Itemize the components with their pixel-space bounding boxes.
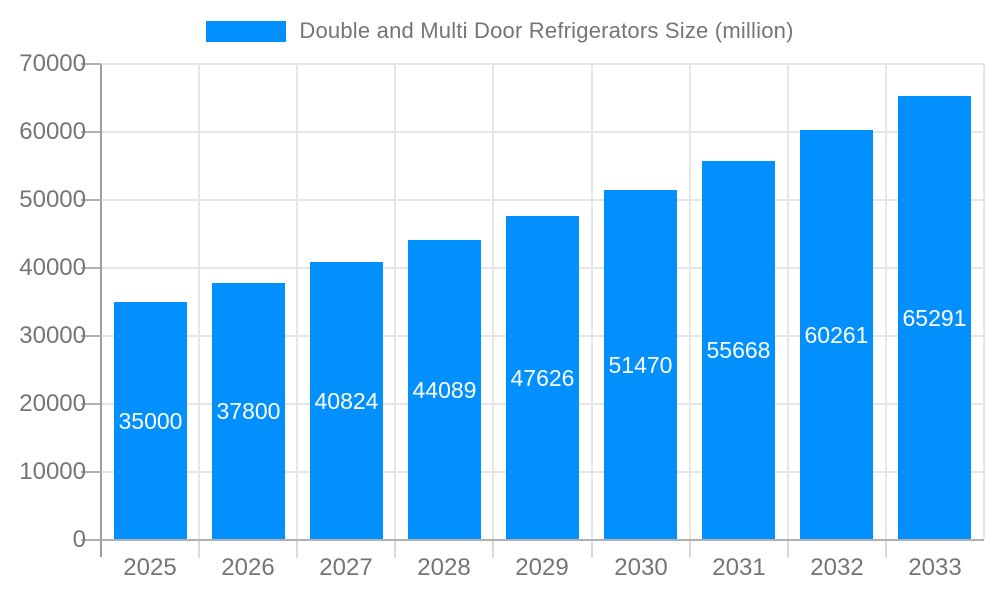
y-axis-tick-label: 60000 — [19, 118, 86, 145]
gridline-vertical — [787, 64, 789, 540]
bar-2025[interactable]: 35000 — [114, 302, 187, 540]
gridline-vertical — [198, 64, 200, 540]
gridline-horizontal — [101, 63, 984, 65]
gridline-vertical — [983, 64, 985, 540]
gridline-vertical — [689, 64, 691, 540]
bar-value-label: 37800 — [216, 398, 281, 424]
bar-value-label: 55668 — [706, 337, 771, 363]
x-axis-tick — [492, 541, 494, 558]
y-axis-tick — [81, 539, 101, 541]
bar-2029[interactable]: 47626 — [506, 216, 579, 540]
y-axis-tick — [81, 199, 101, 201]
gridline-vertical — [296, 64, 298, 540]
gridline-horizontal — [101, 131, 984, 133]
x-axis-tick-label: 2028 — [417, 554, 471, 581]
bar-value-label: 35000 — [118, 407, 183, 434]
y-axis-tick-label: 70000 — [19, 50, 86, 77]
bar-2028[interactable]: 44089 — [408, 240, 481, 540]
bar-2033[interactable]: 65291 — [898, 96, 971, 540]
x-axis-tick-label: 2030 — [614, 554, 668, 581]
y-axis-tick-label: 10000 — [19, 458, 86, 485]
y-axis-tick-label: 40000 — [19, 254, 86, 281]
x-axis-tick-label: 2025 — [123, 554, 177, 581]
x-axis-tick-label: 2031 — [712, 554, 766, 581]
y-axis-tick — [81, 131, 101, 133]
x-axis-tick-label: 2026 — [221, 554, 275, 581]
x-axis-tick — [591, 541, 593, 558]
x-axis-tick — [198, 541, 200, 558]
y-axis-tick — [81, 63, 101, 65]
legend-label: Double and Multi Door Refrigerators Size… — [299, 18, 794, 43]
y-axis-tick — [81, 335, 101, 337]
gridline-vertical — [591, 64, 593, 540]
plot-area: 35000 37800 40824 44089 47626 51470 55668 60261… — [101, 63, 985, 541]
gridline-horizontal — [101, 199, 984, 201]
x-axis-tick — [689, 541, 691, 558]
y-axis-tick — [81, 471, 101, 473]
y-axis-line — [100, 64, 102, 557]
y-axis-tick-label: 50000 — [19, 186, 86, 213]
bar-value-label: 60261 — [804, 321, 869, 348]
chart-legend[interactable]: Double and Multi Door Refrigerators Size… — [0, 14, 1000, 48]
x-axis-tick — [885, 541, 887, 558]
bar-2030[interactable]: 51470 — [604, 190, 677, 540]
y-axis-tick-label: 20000 — [19, 390, 86, 417]
gridline-vertical — [885, 64, 887, 540]
x-axis-tick — [296, 541, 298, 558]
bar-2032[interactable]: 60261 — [800, 130, 873, 540]
x-axis-tick — [394, 541, 396, 558]
y-axis-tick-label: 30000 — [19, 322, 86, 349]
y-axis-tick-label: 0 — [72, 526, 86, 553]
gridline-vertical — [394, 64, 396, 540]
bar-2027[interactable]: 40824 — [310, 262, 383, 540]
bar-value-label: 40824 — [314, 387, 379, 414]
legend-swatch — [206, 20, 287, 42]
x-axis-tick-label: 2027 — [319, 554, 373, 581]
x-axis-tick-label: 2029 — [515, 554, 569, 581]
y-axis-tick — [81, 267, 101, 269]
x-axis-tick-label: 2033 — [908, 554, 962, 581]
bar-value-label: 51470 — [608, 351, 673, 378]
x-axis-line — [101, 539, 984, 541]
bar-value-label: 65291 — [902, 304, 967, 331]
gridline-vertical — [492, 64, 494, 540]
bar-2031[interactable]: 55668 — [702, 161, 775, 540]
bar-2026[interactable]: 37800 — [212, 283, 285, 540]
x-axis-tick — [787, 541, 789, 558]
bar-value-label: 44089 — [412, 376, 477, 403]
x-axis-tick-label: 2032 — [810, 554, 864, 581]
y-axis-tick — [81, 403, 101, 405]
bar-value-label: 47626 — [510, 364, 575, 391]
